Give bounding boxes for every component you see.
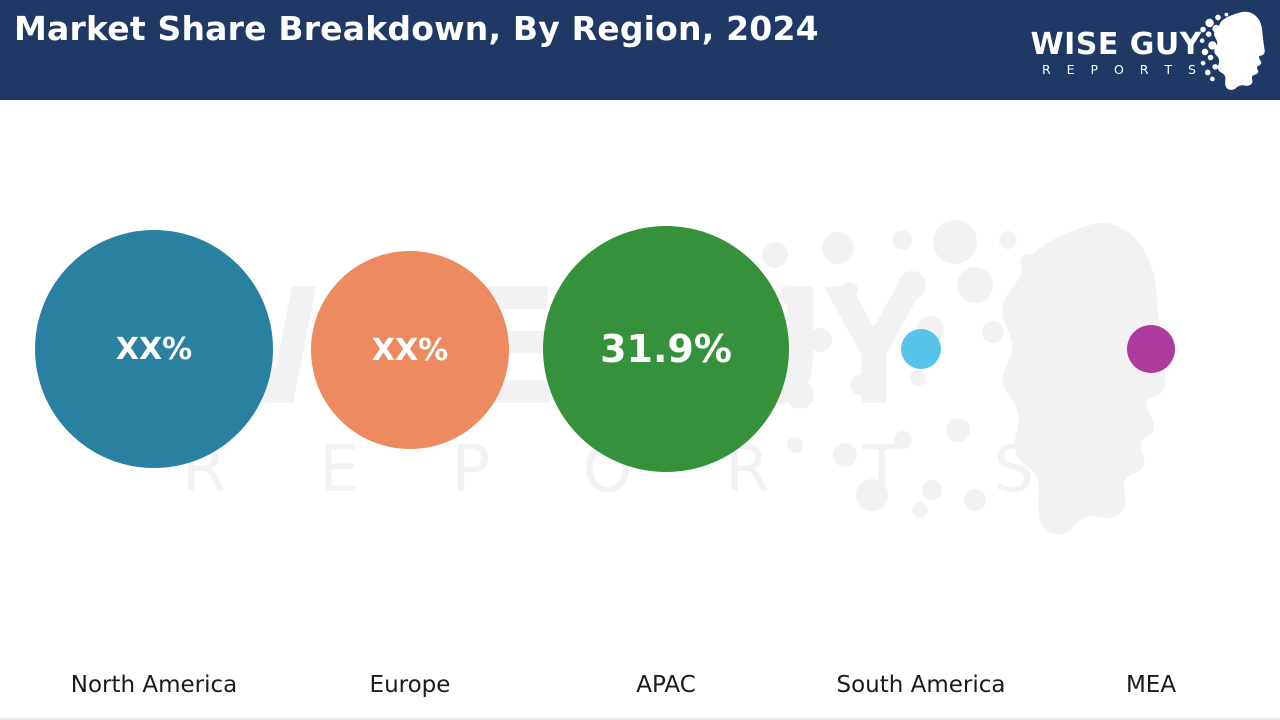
logo-head-icon <box>1199 11 1265 90</box>
bubble-value-north-america: XX% <box>115 331 193 367</box>
bottom-divider <box>0 718 1280 720</box>
bubble-apac: 31.9% <box>543 226 789 472</box>
bubble-mea <box>1127 325 1175 373</box>
wise-guy-logo: WISE GUY R E P O R T S <box>1030 8 1266 94</box>
bubble-value-apac: 31.9% <box>600 327 732 371</box>
region-label-apac: APAC <box>636 672 696 698</box>
logo-reports-text: R E P O R T S <box>1041 61 1202 77</box>
region-label-europe: Europe <box>369 672 451 698</box>
bubble-value-europe: XX% <box>371 332 449 368</box>
bubble-south-america <box>901 329 941 369</box>
region-label-south-america: South America <box>836 672 1006 698</box>
region-label-mea: MEA <box>1125 672 1177 698</box>
header-bar: Market Share Breakdown, By Region, 2024 … <box>0 0 1280 100</box>
bubble-europe: XX% <box>311 251 509 449</box>
logo-text: WISE GUY R E P O R T S <box>1030 29 1202 77</box>
region-label-north-america: North America <box>70 672 238 698</box>
logo-name-text: WISE GUY <box>1030 27 1202 63</box>
bubble-north-america: XX% <box>35 230 273 468</box>
page-title: Market Share Breakdown, By Region, 2024 <box>14 9 819 48</box>
